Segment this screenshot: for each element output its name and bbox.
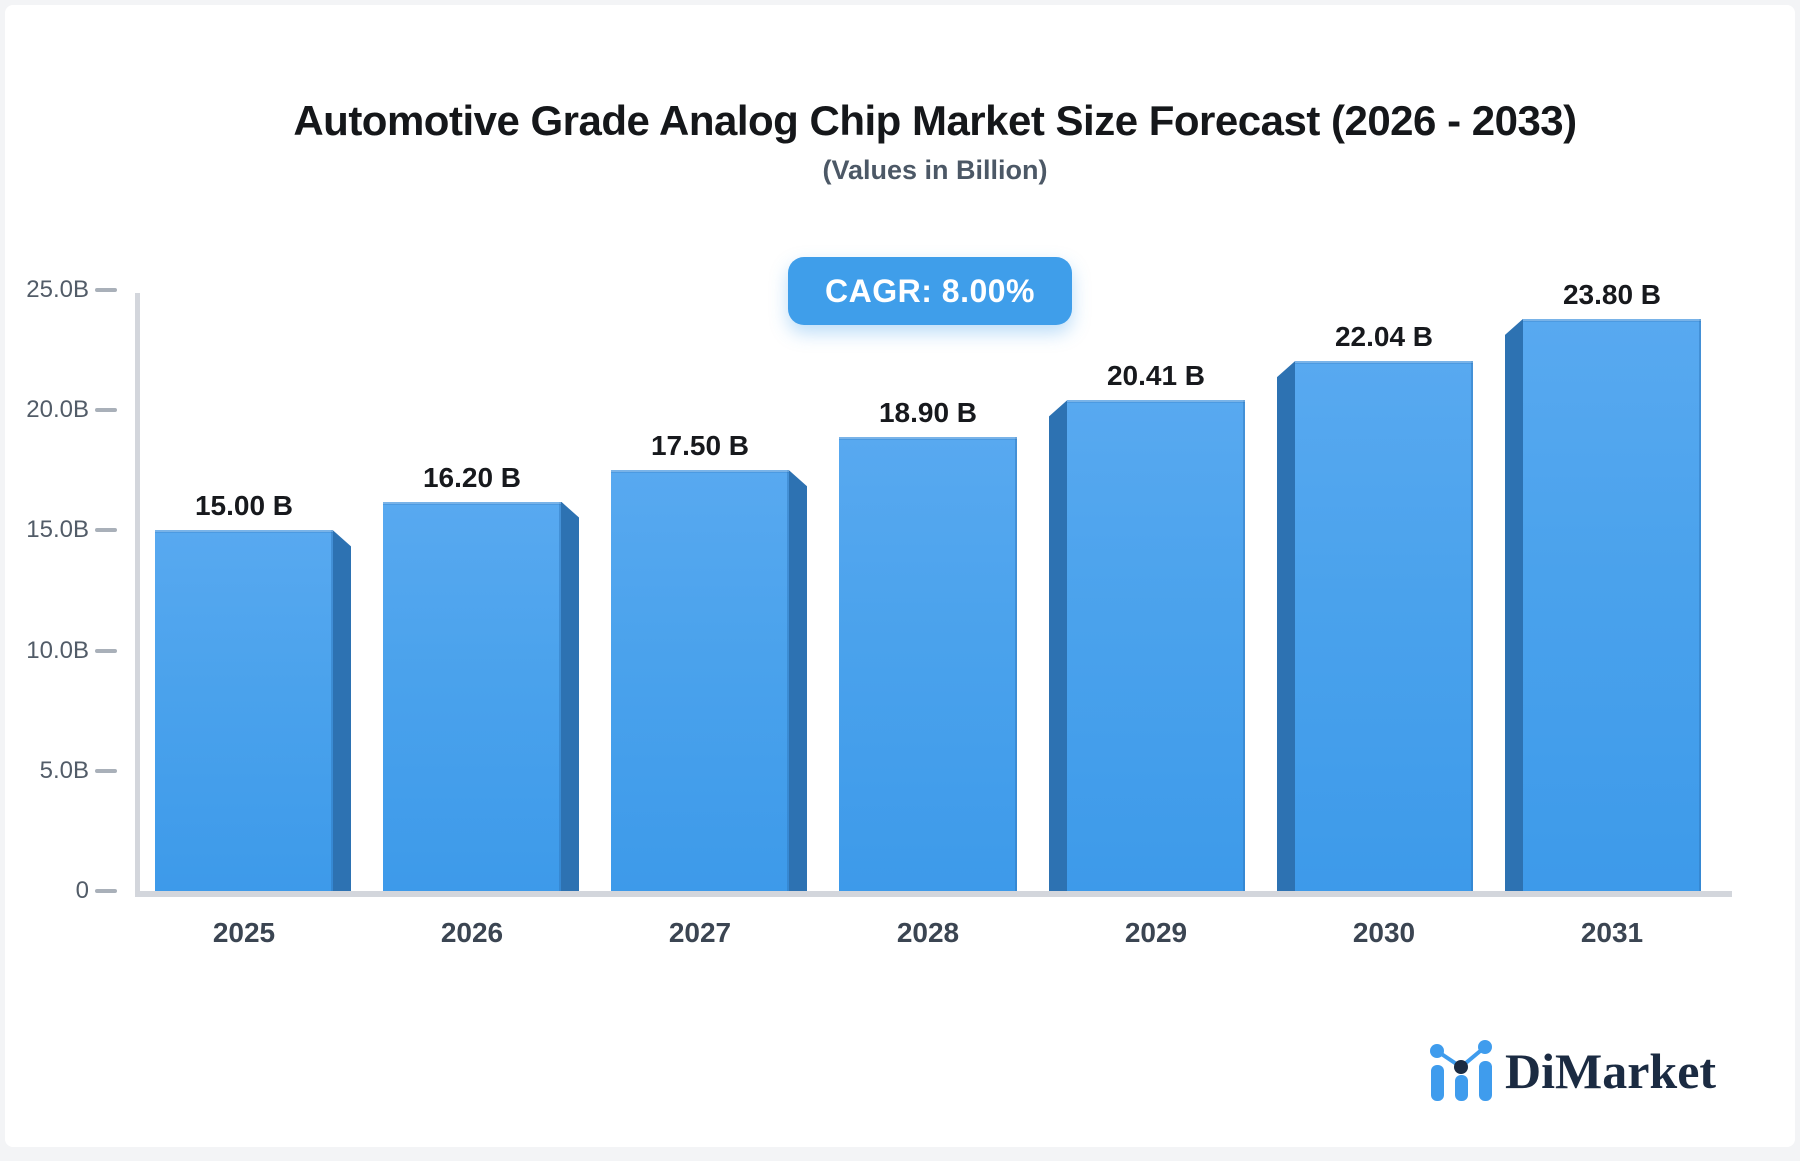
bar-3d-side-2026 — [561, 501, 579, 891]
y-tick-mark — [95, 528, 117, 533]
x-axis-label: 2025 — [212, 917, 276, 948]
y-tick-mark — [95, 408, 117, 413]
bar-value-label: 18.90 B — [878, 396, 978, 428]
dimarket-logo: DiMarket — [1429, 1035, 1716, 1107]
bar-2030 — [1295, 361, 1473, 891]
x-axis-baseline — [135, 891, 1732, 897]
bar-2029 — [1067, 400, 1245, 891]
dimarket-logo-text: DiMarket — [1505, 1043, 1717, 1099]
y-tick-label: 15.0B — [26, 516, 89, 544]
chart-title: Automotive Grade Analog Chip Market Size… — [293, 97, 1577, 144]
bar-value-label: 15.00 B — [194, 490, 294, 522]
bar-2031 — [1523, 318, 1701, 891]
mini-bar-chart-with-dots-icon — [1430, 1040, 1492, 1101]
y-tick-mark — [95, 288, 117, 292]
y-tick-label: 5.0B — [39, 756, 89, 784]
bar-2027 — [611, 470, 789, 891]
cagr-badge: CAGR: 8.00% — [788, 257, 1072, 325]
bar-2028 — [839, 436, 1017, 891]
y-tick-mark — [95, 889, 117, 893]
bar-3d-side-2027 — [789, 470, 807, 891]
y-tick-label: 0 — [75, 877, 89, 904]
x-axis-label: 2028 — [896, 917, 960, 948]
cagr-badge-label: CAGR: 8.00% — [825, 273, 1035, 309]
bar-value-label: 20.41 B — [1106, 360, 1206, 392]
x-axis-label: 2027 — [668, 917, 732, 948]
bar-2026 — [383, 501, 561, 891]
y-tick-mark — [95, 648, 117, 653]
y-axis-line — [135, 293, 140, 892]
y-tick-label: 25.0B — [26, 276, 89, 303]
x-axis-label: 2030 — [1352, 917, 1416, 948]
bar-2025 — [155, 530, 333, 891]
bar-value-label: 17.50 B — [650, 430, 750, 462]
chart-subtitle: (Values in Billion) — [822, 155, 1048, 185]
y-tick-label: 20.0B — [26, 396, 89, 424]
x-axis-label: 2026 — [440, 917, 504, 948]
bar-3d-side-2031 — [1505, 318, 1523, 891]
x-axis-label: 2029 — [1124, 917, 1188, 948]
bar-3d-side-2029 — [1049, 400, 1067, 891]
bar-value-label: 16.20 B — [422, 461, 522, 493]
bar-chart-plot: 0 5.0B 10.0B 15.0B 20.0B 25.0B 15.00 B 16.20 B… — [5, 5, 1800, 1161]
y-tick-label: 10.0B — [26, 636, 89, 664]
x-axis-label: 2031 — [1580, 917, 1644, 948]
bar-3d-side-2025 — [333, 530, 351, 891]
y-tick-mark — [95, 768, 117, 773]
bar-3d-side-2030 — [1277, 361, 1295, 891]
chart-card: Automotive Grade Analog Chip Market Size… — [5, 5, 1795, 1147]
bar-value-label: 23.80 B — [1562, 278, 1662, 310]
bar-value-label: 22.04 B — [1334, 321, 1434, 353]
